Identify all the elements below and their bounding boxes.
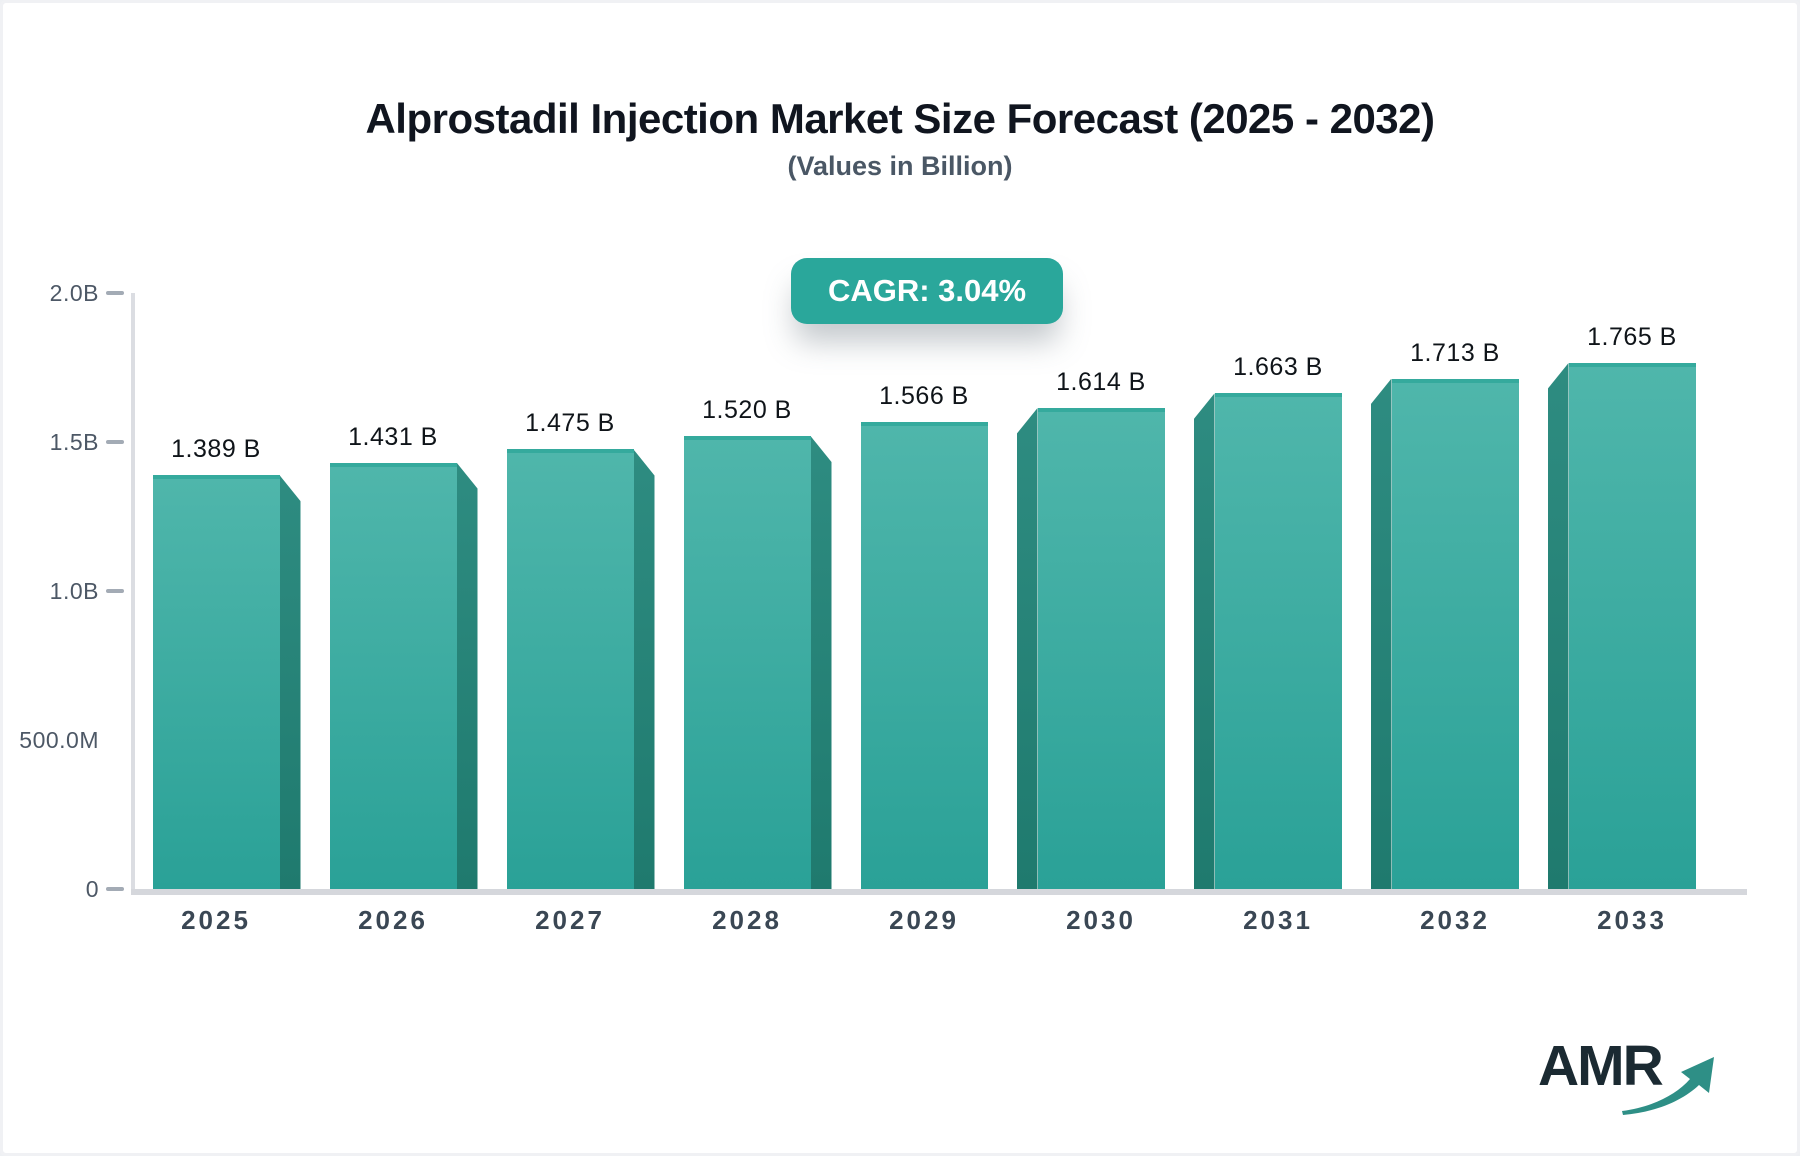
x-axis-label: 2033 (1597, 905, 1667, 935)
y-axis-tick-label: 0 (85, 876, 99, 902)
bar-face (683, 436, 811, 889)
x-axis-label: 2028 (712, 905, 782, 935)
bar-face (152, 475, 280, 889)
bar-value-label: 1.566 B (879, 382, 969, 411)
y-axis-tick-label: 500.0M (19, 727, 99, 753)
bar-face (1391, 378, 1519, 889)
x-axis-label: 2032 (1420, 905, 1490, 935)
bar-value-label: 1.520 B (702, 396, 792, 425)
bar-value-label: 1.663 B (1233, 353, 1323, 382)
chart-subtitle: (Values in Billion) (787, 151, 1013, 181)
bar-value-label: 1.765 B (1587, 323, 1677, 352)
bar-face (1568, 363, 1696, 889)
bar-face (1037, 408, 1165, 889)
bar-side-face (1370, 378, 1392, 889)
bar-face (329, 462, 457, 889)
y-axis-tick-dash (106, 887, 124, 891)
bar-side-face (1016, 408, 1038, 889)
bar-value-label: 1.431 B (348, 422, 438, 451)
bar-face (1214, 393, 1342, 889)
bar-side-face (810, 436, 832, 889)
bar-side-face (1547, 363, 1569, 889)
bar-side-face (633, 449, 655, 889)
y-axis-line (131, 293, 135, 889)
x-axis-label: 2030 (1066, 905, 1136, 935)
bar-face (860, 422, 988, 889)
amr-logo: AMR (1538, 1033, 1738, 1123)
bar-side-face (456, 462, 478, 889)
bar-side-face (1193, 393, 1215, 889)
bar-side-face (279, 475, 301, 889)
y-axis-tick-dash (106, 291, 124, 295)
y-axis-tick-dash (106, 440, 124, 444)
bar-value-label: 1.475 B (525, 409, 615, 438)
bar-face (506, 449, 634, 889)
x-axis-label: 2029 (889, 905, 959, 935)
y-axis-tick-label: 2.0B (49, 280, 99, 306)
cagr-badge: CAGR: 3.04% (791, 258, 1063, 324)
x-axis-label: 2031 (1243, 905, 1313, 935)
x-axis-label: 2026 (358, 905, 428, 935)
growth-arrow-icon (1622, 1057, 1714, 1115)
chart-title: Alprostadil Injection Market Size Foreca… (365, 95, 1435, 142)
y-axis-tick-label: 1.5B (49, 429, 99, 455)
bar-value-label: 1.389 B (171, 435, 261, 464)
x-axis-label: 2025 (181, 905, 251, 935)
y-axis-tick-label: 1.0B (49, 578, 99, 604)
logo-text: AMR (1538, 1034, 1664, 1098)
y-axis-tick-dash (106, 589, 124, 593)
bar-value-label: 1.713 B (1410, 338, 1500, 367)
x-axis-baseline (131, 889, 1747, 895)
bar-value-label: 1.614 B (1056, 368, 1146, 397)
x-axis-label: 2027 (535, 905, 605, 935)
